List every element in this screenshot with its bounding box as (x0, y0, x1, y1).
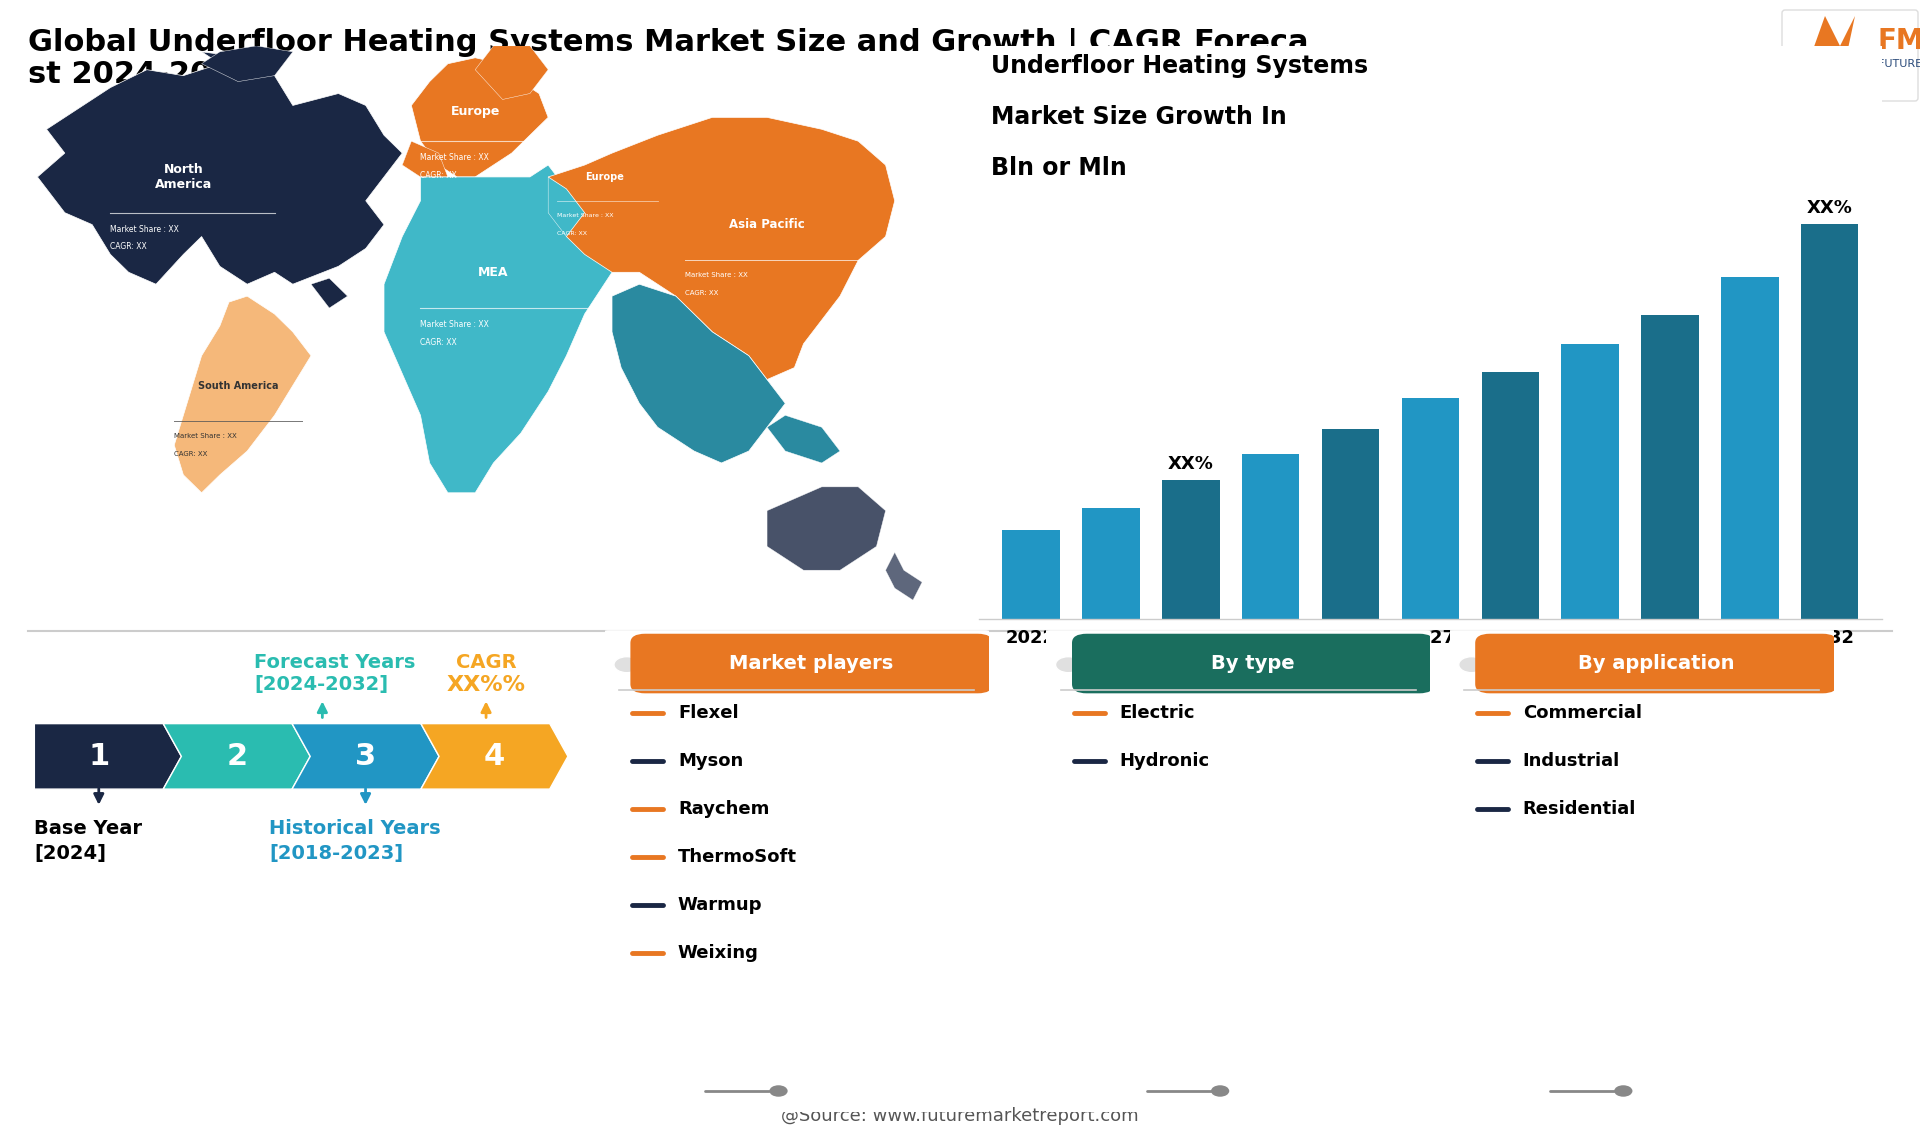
Bar (1242, 455, 1300, 619)
Text: XX%: XX% (1807, 199, 1853, 218)
Text: Market Share : XX: Market Share : XX (420, 320, 490, 329)
Text: Commercial: Commercial (1523, 704, 1642, 722)
Polygon shape (311, 278, 348, 308)
Text: Global Underfloor Heating Systems Market Size and Growth | CAGR Foreca: Global Underfloor Heating Systems Market… (29, 28, 1309, 58)
Text: FUTURE MARKET REPORT: FUTURE MARKET REPORT (1878, 58, 1920, 69)
Text: 3: 3 (355, 741, 376, 771)
Bar (1482, 372, 1540, 619)
Text: FMR: FMR (1878, 28, 1920, 55)
FancyBboxPatch shape (1071, 634, 1434, 693)
Polygon shape (474, 46, 549, 100)
Text: CAGR: XX: CAGR: XX (685, 290, 718, 296)
Text: CAGR: XX: CAGR: XX (175, 452, 207, 457)
Text: Market Share : XX: Market Share : XX (109, 225, 179, 234)
Circle shape (770, 1085, 787, 1097)
Text: [2018-2023]: [2018-2023] (269, 843, 403, 863)
Text: By type: By type (1212, 654, 1294, 673)
Bar (1402, 398, 1459, 619)
Text: Base Year: Base Year (35, 818, 142, 838)
Text: Raychem: Raychem (678, 800, 770, 818)
Text: Warmup: Warmup (678, 896, 762, 915)
Polygon shape (411, 57, 549, 176)
Text: Market players: Market players (730, 654, 893, 673)
Text: 1: 1 (88, 741, 109, 771)
Bar (1801, 223, 1859, 619)
Text: Market Share : XX: Market Share : XX (557, 213, 614, 218)
Text: 4: 4 (484, 741, 505, 771)
Bar (1083, 508, 1140, 619)
FancyBboxPatch shape (1475, 634, 1837, 693)
Polygon shape (35, 723, 180, 790)
Circle shape (614, 657, 639, 673)
Text: CAGR: XX: CAGR: XX (420, 171, 457, 180)
Bar (1162, 480, 1219, 619)
Bar (1642, 315, 1699, 619)
Text: Myson: Myson (678, 752, 743, 770)
Polygon shape (885, 552, 922, 601)
Text: Weixing: Weixing (678, 944, 758, 963)
Bar (1720, 277, 1778, 619)
Text: Bln or Mln: Bln or Mln (991, 157, 1127, 180)
Text: Residential: Residential (1523, 800, 1636, 818)
Text: CAGR: XX: CAGR: XX (557, 230, 588, 236)
Polygon shape (549, 117, 895, 379)
Text: CAGR: CAGR (455, 653, 516, 672)
Circle shape (1056, 657, 1081, 673)
Polygon shape (1801, 16, 1855, 86)
Text: Flexel: Flexel (678, 704, 739, 722)
Text: XX%: XX% (1167, 455, 1213, 473)
FancyBboxPatch shape (1446, 629, 1837, 1114)
Text: MEA: MEA (478, 266, 509, 278)
Text: CAGR: XX: CAGR: XX (109, 243, 148, 251)
Polygon shape (420, 723, 568, 790)
Text: North
America: North America (156, 163, 211, 191)
Text: Market Share : XX: Market Share : XX (685, 273, 747, 278)
Text: Europe: Europe (584, 172, 624, 182)
Polygon shape (549, 176, 657, 254)
Text: Asia Pacific: Asia Pacific (730, 218, 804, 231)
Polygon shape (612, 284, 785, 463)
Circle shape (1212, 1085, 1229, 1097)
Text: st 2024-2032: st 2024-2032 (29, 60, 253, 89)
Text: [2024]: [2024] (35, 843, 106, 863)
FancyBboxPatch shape (630, 634, 993, 693)
Text: [2024-2032]: [2024-2032] (253, 675, 388, 693)
Text: Market Size Growth In: Market Size Growth In (991, 105, 1286, 129)
Bar (1002, 531, 1060, 619)
Text: By application: By application (1578, 654, 1734, 673)
Polygon shape (384, 165, 612, 493)
Text: @Source: www.futuremarketreport.com: @Source: www.futuremarketreport.com (781, 1107, 1139, 1125)
Text: Underfloor Heating Systems: Underfloor Heating Systems (991, 54, 1369, 78)
Text: Industrial: Industrial (1523, 752, 1620, 770)
Text: Electric: Electric (1119, 704, 1194, 722)
Text: ThermoSoft: ThermoSoft (678, 848, 797, 866)
Text: Market Share : XX: Market Share : XX (420, 154, 490, 162)
FancyBboxPatch shape (601, 629, 993, 1114)
Text: Market Share : XX: Market Share : XX (175, 433, 236, 439)
Circle shape (1772, 8, 1868, 104)
Polygon shape (163, 723, 311, 790)
Text: Forecast Years: Forecast Years (253, 653, 415, 672)
Text: XX%%: XX%% (447, 675, 526, 694)
Circle shape (1459, 657, 1484, 673)
Polygon shape (292, 723, 440, 790)
Text: Hydronic: Hydronic (1119, 752, 1210, 770)
Bar (1561, 344, 1619, 619)
Bar (1321, 429, 1379, 619)
Polygon shape (202, 46, 292, 81)
Polygon shape (766, 487, 885, 571)
Polygon shape (766, 415, 841, 463)
Circle shape (1615, 1085, 1632, 1097)
Text: 2: 2 (227, 741, 248, 771)
Polygon shape (175, 296, 311, 493)
Text: Historical Years: Historical Years (269, 818, 442, 838)
FancyBboxPatch shape (1043, 629, 1434, 1114)
Polygon shape (38, 52, 401, 284)
Text: South America: South America (198, 380, 278, 391)
Text: CAGR: XX: CAGR: XX (420, 338, 457, 347)
Polygon shape (401, 141, 447, 176)
Text: Europe: Europe (451, 105, 499, 118)
